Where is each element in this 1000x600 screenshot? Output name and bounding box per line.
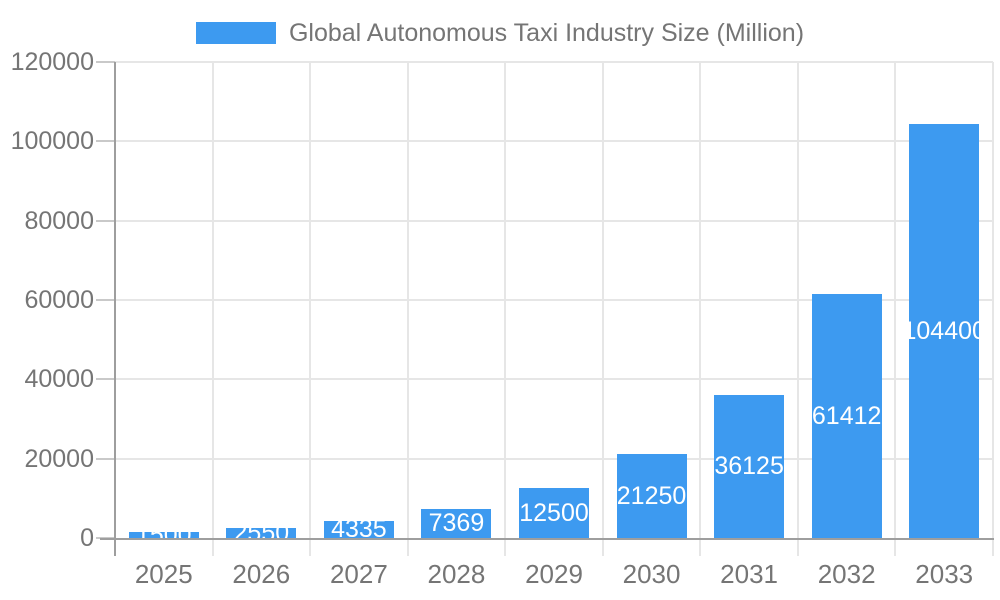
horizontal-gridline [115,61,993,63]
bar-2028[interactable]: 7369 [421,509,492,538]
y-axis-tick [96,378,115,381]
x-axis-category-label: 2030 [622,559,681,589]
bar-value-label: 7369 [428,509,485,537]
bar-value-label: 4335 [331,521,387,538]
horizontal-gridline [115,299,993,301]
bar-2033[interactable]: 104400 [909,124,980,538]
x-axis-category-label: 2031 [720,559,779,589]
vertical-gridline [211,62,214,556]
bar-2025[interactable]: 1500 [128,532,199,538]
vertical-gridline [992,62,994,556]
vertical-gridline [309,62,312,556]
bar-value-label: 2550 [234,528,290,538]
y-axis-tick-label: 120000 [10,48,94,76]
vertical-gridline [504,62,507,556]
x-axis-category-label: 2033 [915,559,974,589]
vertical-gridline [601,62,604,556]
y-axis-tick-label: 80000 [24,206,94,235]
x-axis-line [100,538,994,540]
y-axis-tick [96,140,115,143]
bar-2032[interactable]: 61412 [811,294,882,538]
horizontal-gridline [115,140,993,143]
x-axis-category-label: 2025 [134,559,193,589]
bar-value-label: 104400 [909,316,980,345]
horizontal-gridline [115,219,993,222]
x-axis-category-label: 2032 [817,559,876,589]
x-axis-category-label: 2027 [329,559,388,589]
y-axis-tick [96,299,115,301]
x-axis-category-label: 2029 [525,559,583,589]
y-axis-tick [96,219,115,222]
legend[interactable]: Global Autonomous Taxi Industry Size (Mi… [0,18,1000,48]
bar-2026[interactable]: 2550 [226,528,297,538]
bar-2030[interactable]: 21250 [616,454,687,538]
bar-value-label: 61412 [811,401,882,430]
bar-2027[interactable]: 4335 [323,521,394,538]
x-axis-category-label: 2026 [232,559,291,589]
legend-label: Global Autonomous Taxi Industry Size (Mi… [288,18,805,47]
y-axis-tick-label: 40000 [24,365,94,394]
y-axis-tick-label: 60000 [24,286,94,314]
y-axis-tick [96,61,115,63]
bar-value-label: 12500 [519,498,589,527]
y-axis-tick-label: 100000 [10,127,94,156]
bar-2029[interactable]: 12500 [519,488,589,538]
y-axis-tick [96,457,115,460]
horizontal-gridline [115,378,993,381]
bar-2031[interactable]: 36125 [714,395,785,538]
vertical-gridline [699,62,702,556]
x-axis-category-label: 2028 [427,559,486,589]
y-axis-line [113,62,116,556]
vertical-gridline [894,62,897,556]
bar-value-label: 21250 [616,481,687,510]
y-axis-tick-label: 0 [80,524,94,552]
horizontal-gridline [115,457,993,460]
y-axis-tick-label: 20000 [24,444,94,473]
vertical-gridline [406,62,409,556]
bar-value-label: 1500 [136,532,192,538]
legend-swatch-icon [195,22,276,44]
bar-value-label: 36125 [714,452,784,480]
vertical-gridline [796,62,799,556]
